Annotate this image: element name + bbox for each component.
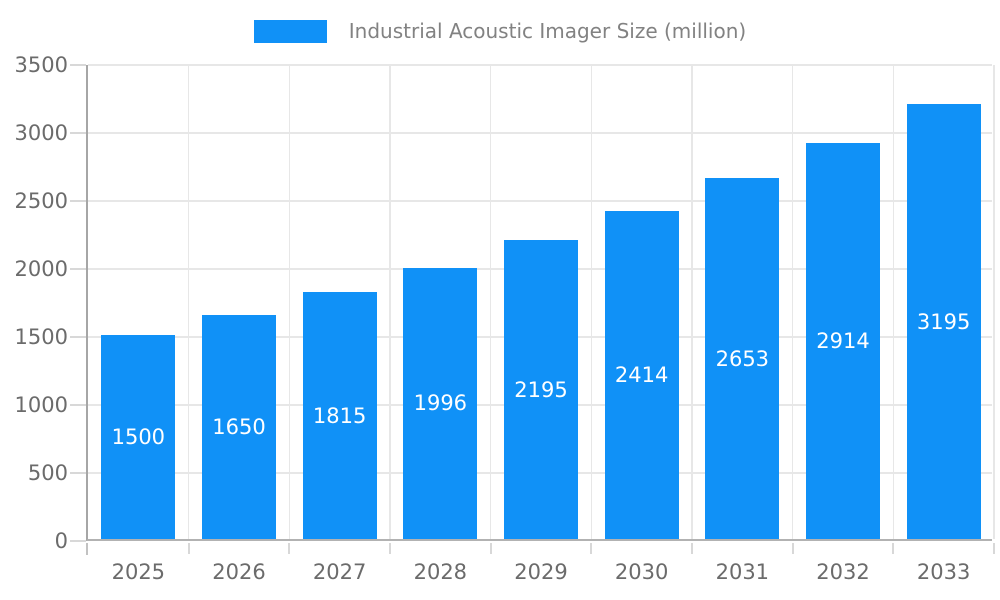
legend-swatch — [253, 19, 327, 43]
y-axis-tick-label: 1500 — [14, 325, 68, 349]
y-axis-tick — [70, 64, 86, 66]
y-axis-tick — [70, 200, 86, 202]
x-axis-tick — [489, 543, 492, 554]
bar-2027: 1815 — [302, 292, 377, 539]
x-axis-tick — [389, 543, 391, 554]
plot-area: 1500 1650 1815 1996 2195 2414 2653 2914 3195 — [86, 64, 995, 541]
bar-value-label: 2195 — [514, 377, 568, 402]
x-axis-tick-label: 2025 — [111, 560, 166, 584]
bar-value-label: 1815 — [312, 403, 367, 428]
x-axis-tick — [791, 543, 794, 554]
bar-value-label: 1650 — [212, 414, 266, 439]
y-axis-tick-label: 3500 — [14, 53, 68, 77]
y-axis-tick — [70, 472, 86, 474]
y-axis-tick-label: 3000 — [14, 121, 68, 145]
gridline-vertical — [691, 65, 693, 539]
gridline-vertical — [590, 65, 593, 539]
x-axis-tick-label: 2027 — [312, 560, 367, 584]
legend-label: Industrial Acoustic Imager Size (million… — [348, 19, 747, 43]
bar-value-label: 2914 — [816, 328, 870, 353]
x-axis-tick — [590, 543, 593, 554]
y-axis-tick-label: 2500 — [14, 189, 68, 213]
x-axis-tick — [288, 543, 291, 554]
legend: Industrial Acoustic Imager Size (million… — [0, 19, 1000, 43]
x-axis-tick-label: 2031 — [715, 560, 770, 584]
gridline-vertical — [187, 65, 190, 539]
x-axis-tick-label: 2028 — [413, 560, 468, 584]
x-axis-tick-label: 2033 — [916, 560, 971, 584]
gridline-vertical — [791, 65, 794, 539]
bar-2028: 1996 — [403, 267, 478, 539]
gridline-vertical — [489, 65, 492, 539]
bar-2029: 2195 — [504, 240, 578, 539]
x-axis-tick — [892, 543, 895, 554]
gridline-vertical — [389, 65, 391, 539]
bar-2025: 1500 — [101, 335, 176, 539]
y-axis-tick — [70, 336, 86, 338]
x-axis-tick-label: 2030 — [614, 560, 669, 584]
bar-2032: 2914 — [806, 142, 880, 539]
y-axis-tick-label: 500 — [27, 461, 68, 485]
bar-value-label: 2414 — [614, 362, 669, 387]
y-axis-tick-label: 0 — [54, 529, 68, 553]
bar-2033: 3195 — [906, 104, 981, 539]
y-axis-tick-label: 2000 — [14, 257, 68, 281]
y-axis-tick — [70, 540, 86, 542]
y-axis-tick — [70, 132, 86, 134]
y-axis-tick — [70, 404, 86, 406]
gridline-vertical — [993, 65, 995, 539]
gridline-horizontal — [88, 64, 992, 66]
bar-2030: 2414 — [604, 210, 679, 539]
gridline-horizontal — [88, 200, 992, 202]
x-axis-tick-label: 2032 — [816, 560, 870, 584]
bar-2026: 1650 — [202, 314, 276, 539]
x-axis-tick-label: 2029 — [514, 560, 568, 584]
x-axis-tick-label: 2026 — [212, 560, 266, 584]
bar-value-label: 1996 — [413, 391, 468, 416]
y-axis-bottom-stub — [86, 543, 88, 555]
x-axis-tick — [993, 543, 995, 554]
gridline-vertical — [892, 65, 895, 539]
bar-value-label: 1500 — [111, 425, 166, 449]
x-axis-tick — [187, 543, 190, 554]
x-axis-tick — [691, 543, 693, 554]
gridline-horizontal — [88, 132, 992, 134]
y-axis-tick — [70, 268, 86, 270]
bar-value-label: 3195 — [916, 309, 971, 334]
y-axis-tick-label: 1000 — [14, 393, 68, 417]
bar-value-label: 2653 — [715, 346, 770, 371]
bar-2031: 2653 — [705, 178, 780, 539]
gridline-vertical — [288, 65, 291, 539]
